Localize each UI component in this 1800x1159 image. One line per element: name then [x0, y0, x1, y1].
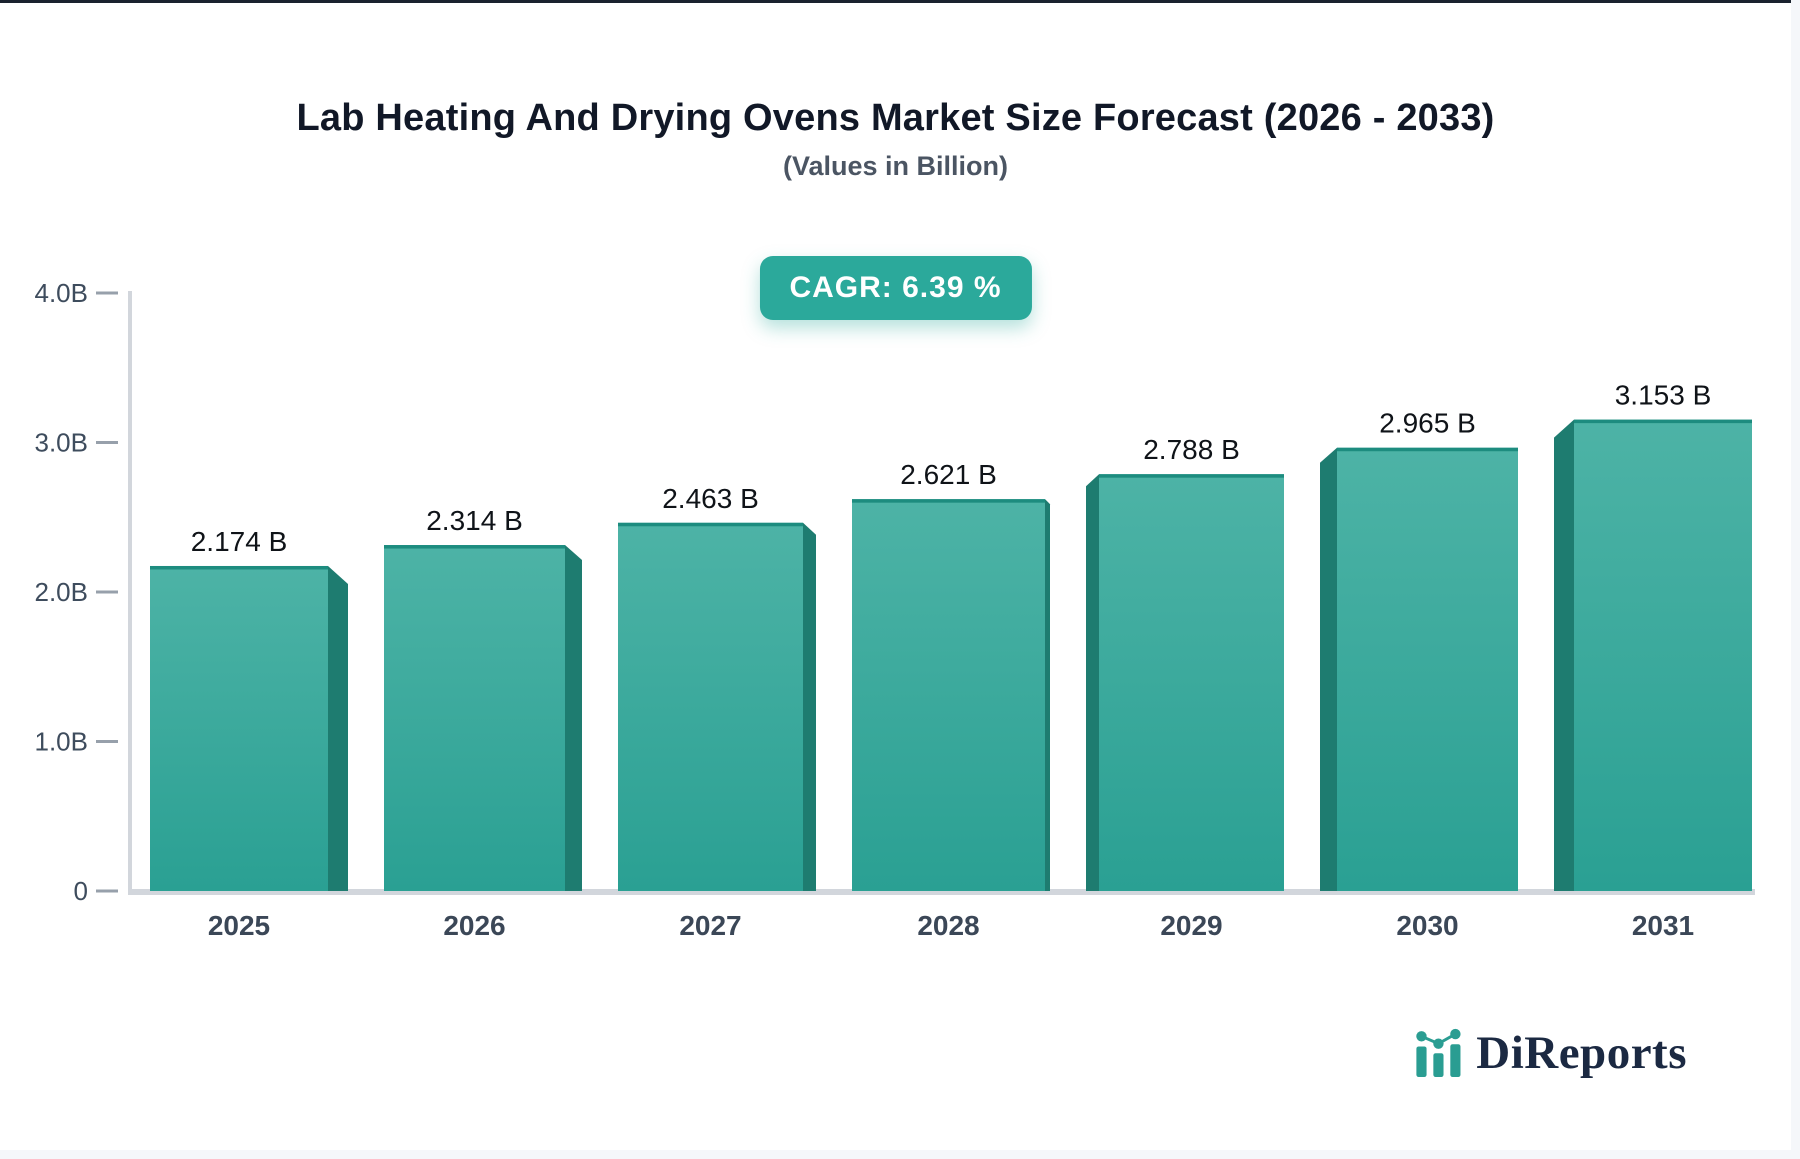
bar-group-2028: 2.621 B 2028	[852, 459, 1050, 941]
x-tick-label: 2025	[208, 910, 270, 941]
bar-value-label: 2.463 B	[662, 483, 759, 514]
bar-top-edge	[1574, 419, 1752, 424]
y-tick-label: 3.0B	[35, 428, 89, 458]
brand-name: DiReports	[1476, 1027, 1687, 1079]
cagr-badge: CAGR: 6.39 %	[759, 256, 1032, 320]
bar-value-label: 3.153 B	[1615, 380, 1712, 411]
bar-group-2025: 2.174 B 2025	[150, 526, 348, 941]
bar-front-face	[852, 499, 1045, 891]
bar-side-face	[803, 522, 816, 891]
bar-front-face	[618, 522, 803, 891]
chart-subtitle: (Values in Billion)	[782, 151, 1009, 181]
bar-side-face	[1554, 419, 1574, 891]
y-tick-label: 4.0B	[35, 278, 89, 308]
y-tick-label: 0	[74, 876, 88, 906]
bar-group-2027: 2.463 B 2027	[618, 483, 816, 941]
x-tick-label: 2029	[1160, 910, 1222, 941]
x-tick-label: 2031	[1632, 910, 1694, 941]
bar-top-edge	[1337, 447, 1518, 452]
bar-side-face	[565, 545, 582, 891]
x-tick-label: 2030	[1396, 910, 1458, 941]
bar-side-face	[1320, 447, 1337, 891]
bar-front-face	[150, 565, 328, 891]
bar-front-face	[1337, 447, 1518, 891]
x-tick-label: 2026	[443, 910, 505, 941]
y-tick-label: 1.0B	[35, 727, 89, 757]
bar-front-face	[1099, 474, 1284, 891]
bar-value-label: 2.314 B	[426, 505, 523, 536]
bar-value-label: 2.965 B	[1379, 408, 1476, 439]
bar-top-edge	[150, 565, 328, 570]
bar-top-edge	[384, 545, 565, 549]
bar-value-label: 2.788 B	[1143, 434, 1240, 465]
x-tick-label: 2027	[679, 910, 741, 941]
bar-top-edge	[852, 499, 1045, 503]
bar-side-face	[1086, 474, 1099, 891]
bar-value-label: 2.621 B	[900, 459, 997, 490]
chart-title: Lab Heating And Drying Ovens Market Size…	[296, 97, 1495, 139]
bar-group-2030: 2.965 B 2030	[1320, 408, 1518, 941]
bar-group-2029: 2.788 B 2029	[1086, 434, 1284, 941]
bar-chart-logo-icon	[1416, 1028, 1461, 1077]
x-tick-label: 2028	[917, 910, 979, 941]
bar-side-face	[1045, 499, 1050, 891]
y-tick-label: 2.0B	[35, 577, 89, 607]
bar-front-face	[384, 545, 565, 891]
bar-group-2031: 3.153 B 2031	[1554, 380, 1752, 941]
bar-side-face	[328, 565, 348, 891]
bar-group-2026: 2.314 B 2026	[384, 505, 582, 941]
brand-logo: DiReports	[1412, 1025, 1687, 1077]
bar-top-edge	[618, 522, 803, 527]
bar-front-face	[1574, 419, 1752, 891]
bar-top-edge	[1099, 474, 1284, 478]
bar-value-label: 2.174 B	[191, 526, 288, 557]
